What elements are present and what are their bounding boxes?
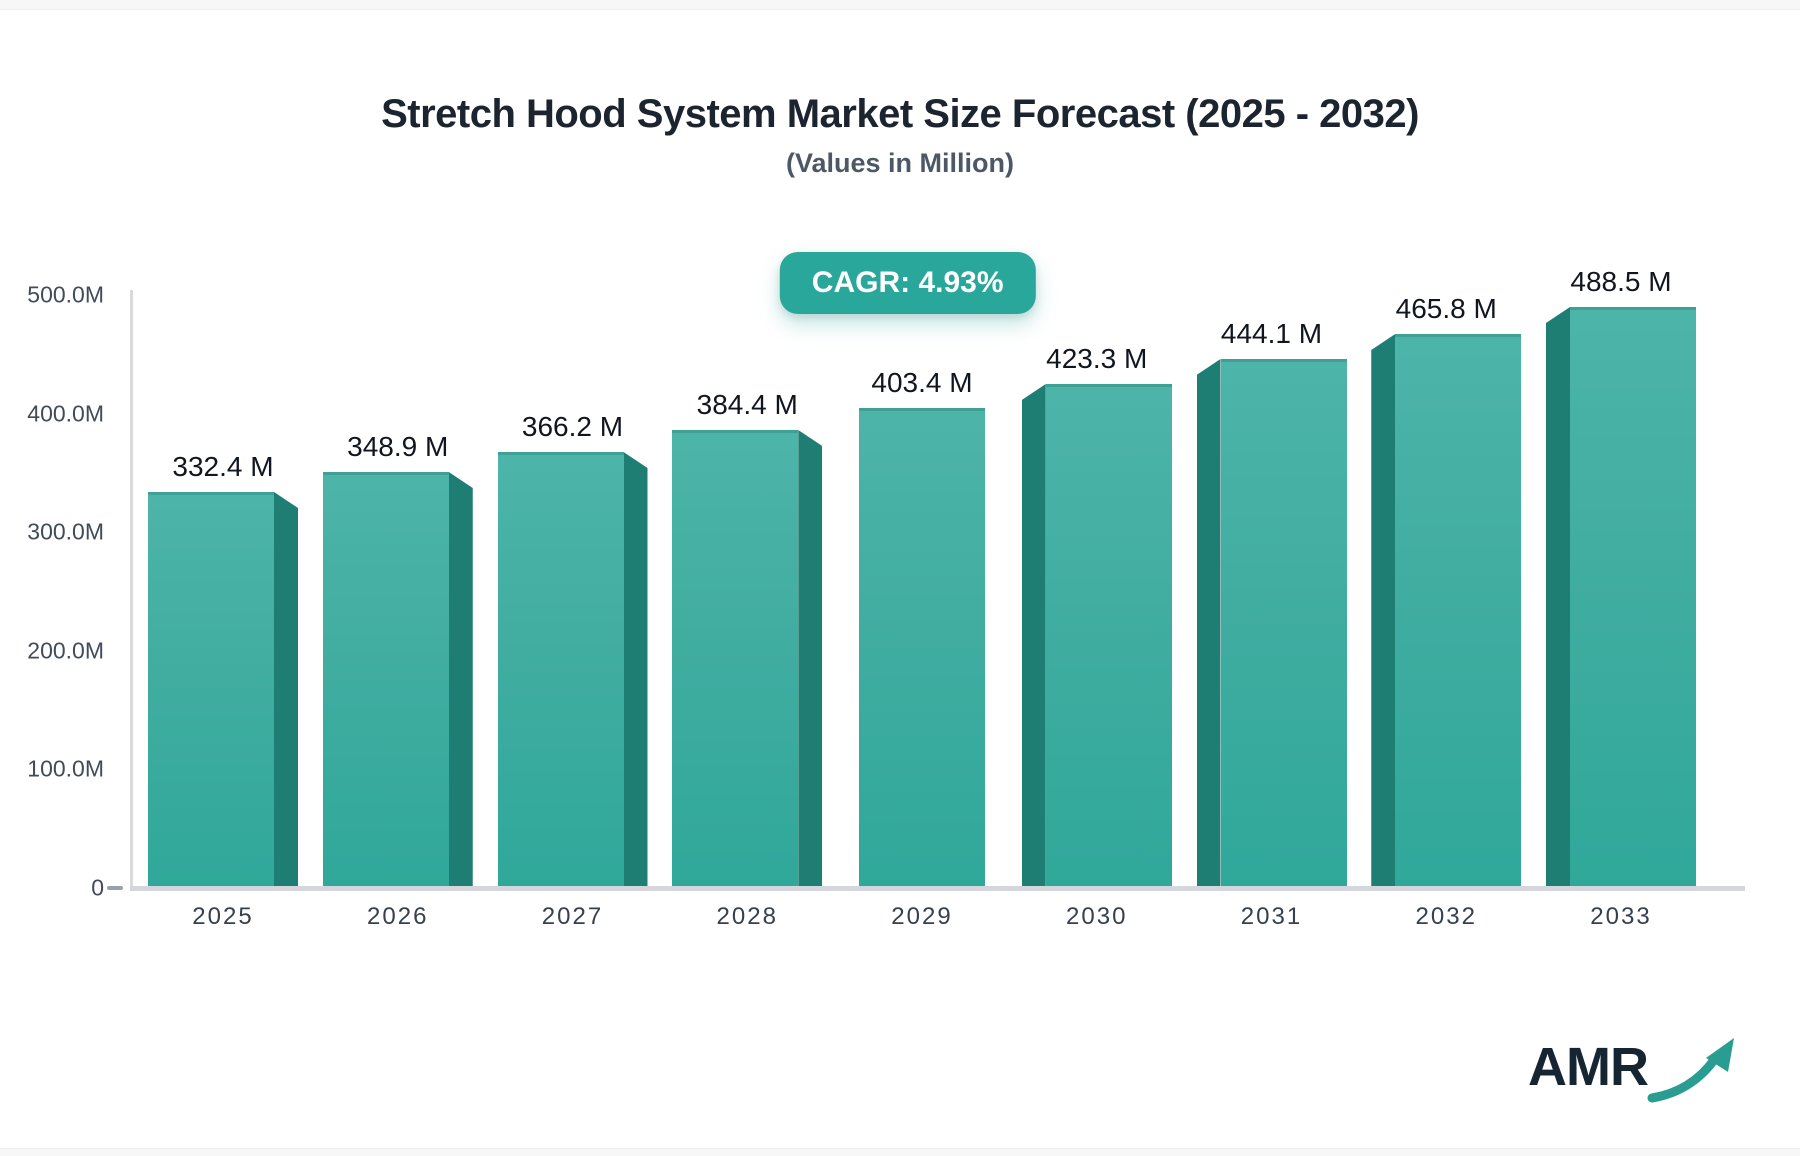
bar-side-shadow: [1546, 307, 1570, 886]
bar-side-shadow: [274, 492, 298, 886]
bar: [847, 408, 997, 886]
bar-group-2031: 444.1 M: [1196, 318, 1347, 886]
bar-group-2029: 403.4 M: [847, 367, 997, 886]
bar-side-shadow: [623, 452, 648, 886]
bar: [672, 430, 823, 886]
y-axis-line: [130, 290, 133, 890]
bar-face: [1395, 334, 1522, 886]
x-axis-label-2027: 2027: [541, 903, 604, 930]
x-axis-label-2025: 2025: [192, 903, 254, 930]
x-axis-label-2032: 2032: [1415, 903, 1477, 930]
bar-value-label: 403.4 M: [871, 367, 973, 398]
bar: [322, 472, 473, 886]
bottom-edge-divider: [0, 1148, 1800, 1156]
bar-face: [148, 492, 274, 886]
bar: [1371, 334, 1522, 886]
bar-group-2025: 332.4 M: [148, 451, 298, 886]
bar-value-label: 366.2 M: [521, 411, 624, 442]
bar-value-label: 332.4 M: [172, 451, 274, 482]
bar-side-shadow: [1021, 384, 1046, 886]
x-axis-label-2033: 2033: [1590, 903, 1652, 930]
x-axis-label-2029: 2029: [891, 903, 953, 930]
bar-value-label: 348.9 M: [347, 431, 449, 462]
bar-group-2027: 366.2 M: [497, 411, 648, 886]
bar-group-2028: 384.4 M: [672, 389, 823, 886]
y-tick-label: 300.0M: [27, 518, 104, 545]
x-axis-labels: 2025 2026 2027 2028 2029 2030 2031 2032 2033: [148, 903, 1696, 931]
bar-value-label: 384.4 M: [696, 389, 798, 420]
bar-side-shadow: [1196, 359, 1221, 886]
bar-value-label: 444.1 M: [1220, 318, 1323, 349]
bar-face: [672, 430, 799, 886]
bar-face: [1570, 307, 1696, 886]
chart-title: Stretch Hood System Market Size Forecast…: [381, 92, 1419, 136]
x-axis-label-2026: 2026: [367, 903, 429, 930]
amr-logo-text: AMR: [1528, 1037, 1649, 1097]
zero-tick-mark: [107, 886, 123, 890]
bars-row: 332.4 M 348.9 M 366.2 M 384.4 M 403.4 M 423.3…: [148, 0, 1696, 886]
y-tick-label: 400.0M: [27, 400, 104, 427]
bar-value-label: 465.8 M: [1395, 293, 1497, 324]
chart-subtitle: (Values in Million): [785, 148, 1015, 178]
x-axis-label-2028: 2028: [716, 903, 778, 930]
top-edge-divider: [0, 0, 1800, 10]
bar-value-label: 488.5 M: [1570, 266, 1672, 297]
cagr-badge: CAGR: 4.93%: [779, 252, 1036, 314]
bar: [497, 452, 648, 886]
bar: [1021, 384, 1172, 886]
y-tick-label: 100.0M: [27, 755, 104, 782]
bar: [1196, 359, 1347, 886]
bar: [1546, 307, 1696, 886]
bar-value-label: 423.3 M: [1046, 343, 1148, 374]
x-axis-label-2031: 2031: [1240, 903, 1303, 930]
bar-group-2033: 488.5 M: [1546, 266, 1696, 886]
bar-group-2032: 465.8 M: [1371, 293, 1522, 886]
amr-logo: AMR: [1528, 1036, 1738, 1106]
bar-group-2030: 423.3 M: [1021, 343, 1172, 886]
bar: [148, 492, 298, 886]
bar-face: [859, 408, 985, 886]
x-axis-baseline: [130, 886, 1745, 891]
bar-face: [1045, 384, 1172, 886]
growth-arrow-icon: [1646, 1032, 1746, 1115]
bar-face: [322, 472, 449, 886]
y-tick-label: 0: [91, 874, 104, 901]
y-tick-label: 200.0M: [27, 637, 104, 664]
bar-group-2026: 348.9 M: [322, 431, 473, 886]
y-tick-label: 500.0M: [27, 281, 104, 308]
bar-side-shadow: [448, 472, 473, 886]
bar-side-shadow: [798, 430, 823, 886]
bar-face: [1220, 359, 1347, 886]
bar-face: [497, 452, 624, 886]
x-axis-label-2030: 2030: [1066, 903, 1128, 930]
bar-side-shadow: [1371, 334, 1396, 886]
